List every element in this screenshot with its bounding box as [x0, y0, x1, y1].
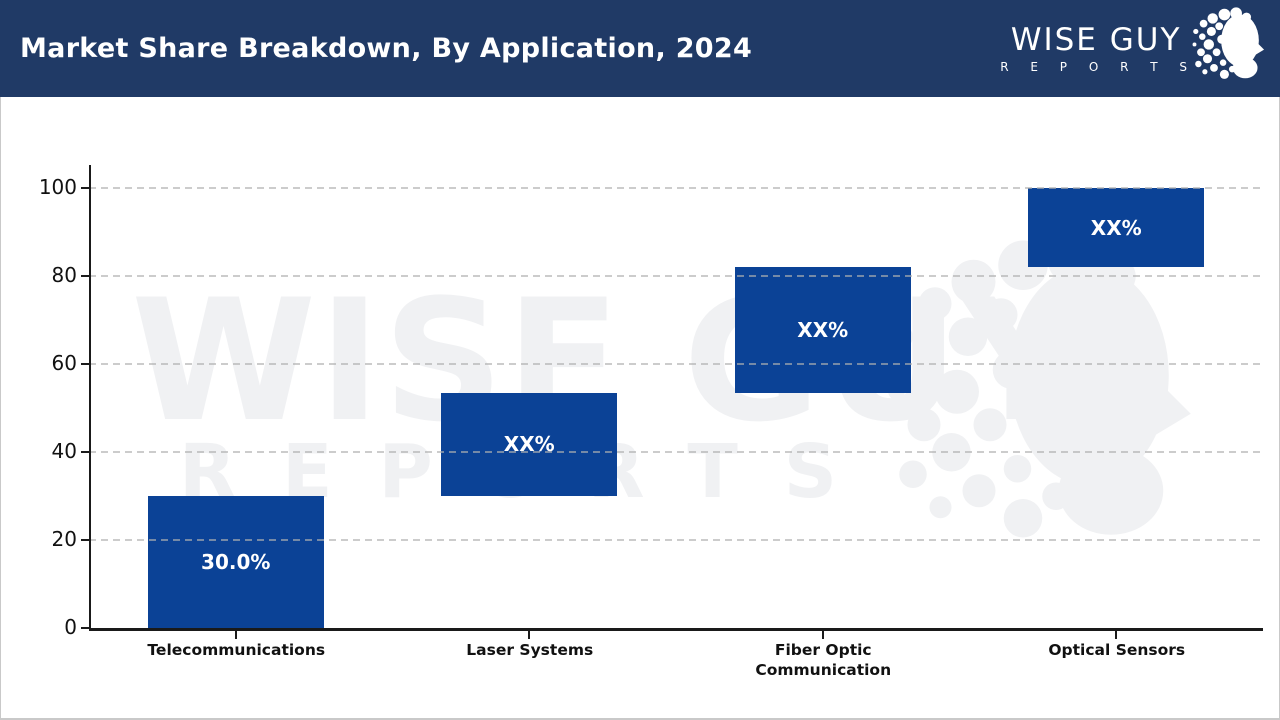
- bar-value-label: XX%: [1090, 215, 1142, 240]
- y-tick-label: 60: [51, 351, 77, 375]
- gridline-100: [89, 187, 1263, 189]
- category-label: Telecommunications: [147, 641, 326, 659]
- bar-2: [734, 267, 911, 393]
- y-tick-40: [81, 451, 90, 453]
- y-axis-line: [89, 165, 91, 631]
- y-tick-label: 100: [38, 175, 77, 199]
- brand-subname: R E P O R T S: [1000, 59, 1196, 74]
- x-tick-3: [1115, 631, 1118, 639]
- category-label: Laser Systems: [466, 641, 594, 659]
- y-tick-0: [81, 627, 90, 629]
- gridline-20: [89, 539, 1263, 541]
- gridline-80: [89, 275, 1263, 277]
- x-tick-1: [528, 631, 531, 639]
- x-tick-2: [821, 631, 824, 639]
- category-label: Fiber Optic Communication: [755, 641, 892, 680]
- gridline-60: [89, 363, 1263, 365]
- y-tick-60: [81, 363, 90, 365]
- y-tick-80: [81, 275, 90, 277]
- bar-3: [1028, 188, 1205, 268]
- watermark-dotted-head-icon: [888, 235, 1191, 538]
- dotted-head-profile-icon: [1192, 6, 1265, 79]
- brand-logo: WISE GUY R E P O R T S: [996, 6, 1266, 92]
- bar-1: [441, 392, 618, 496]
- header: Market Share Breakdown, By Application, …: [0, 0, 1280, 97]
- brand-name: WISE GUY: [1010, 21, 1182, 58]
- y-tick-100: [81, 187, 90, 189]
- x-tick-0: [234, 631, 237, 639]
- page-title: Market Share Breakdown, By Application, …: [20, 33, 753, 64]
- brand-logo-text: WISE GUY R E P O R T S: [996, 21, 1196, 74]
- y-tick-20: [81, 539, 90, 541]
- x-axis-line: [89, 628, 1263, 631]
- category-label: Optical Sensors: [1048, 641, 1186, 659]
- bar-value-label: XX%: [503, 432, 555, 457]
- bar-value-label: 30.0%: [201, 550, 271, 574]
- y-tick-label: 40: [51, 439, 77, 463]
- gridline-40: [89, 451, 1263, 453]
- y-tick-label: 0: [64, 615, 77, 639]
- bar-0: [147, 496, 324, 628]
- y-tick-label: 80: [51, 263, 77, 287]
- y-tick-label: 20: [51, 527, 77, 551]
- bar-value-label: XX%: [797, 317, 849, 342]
